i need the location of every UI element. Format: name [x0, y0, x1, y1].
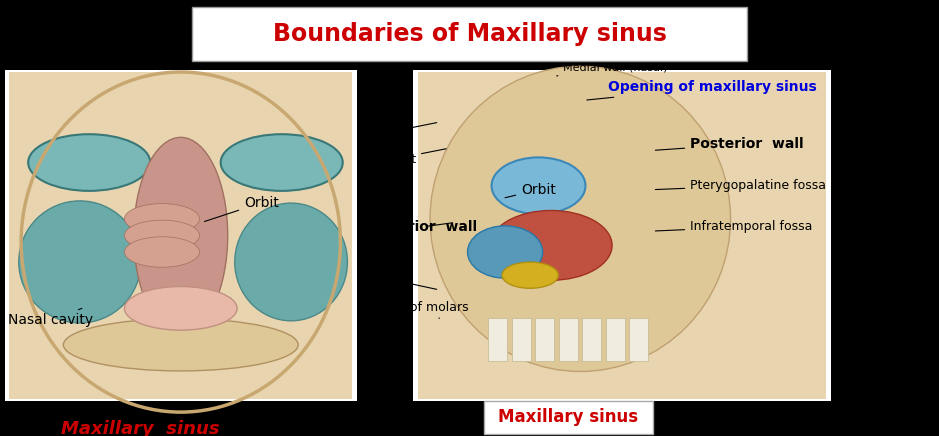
Ellipse shape	[64, 319, 299, 371]
Text: Nasal cavity: Nasal cavity	[8, 308, 93, 327]
Bar	[582, 318, 601, 361]
Ellipse shape	[125, 220, 200, 251]
Text: Maxillary sinus: Maxillary sinus	[498, 409, 639, 426]
Ellipse shape	[125, 237, 200, 267]
Ellipse shape	[235, 203, 347, 321]
Ellipse shape	[502, 262, 559, 288]
Bar	[629, 318, 648, 361]
Bar	[418, 72, 826, 399]
Ellipse shape	[124, 286, 237, 330]
Text: Medial wall (nasal): Medial wall (nasal)	[557, 63, 668, 76]
Text: Pterygopalatine fossa: Pterygopalatine fossa	[655, 179, 826, 192]
Text: Floor: Floor	[371, 272, 437, 290]
Ellipse shape	[125, 204, 200, 234]
Text: Boundaries of Maxillary sinus: Boundaries of Maxillary sinus	[272, 22, 667, 46]
Bar	[413, 70, 831, 401]
FancyBboxPatch shape	[192, 7, 747, 61]
Ellipse shape	[430, 66, 731, 371]
Text: Roots of molars: Roots of molars	[371, 301, 469, 318]
Bar	[606, 318, 624, 361]
Text: Roof: Roof	[371, 123, 437, 140]
Bar	[535, 318, 554, 361]
Ellipse shape	[19, 201, 141, 323]
Text: of orbit: of orbit	[371, 149, 446, 166]
FancyBboxPatch shape	[484, 401, 653, 434]
Ellipse shape	[134, 137, 227, 334]
Text: Orbit: Orbit	[505, 183, 556, 198]
Ellipse shape	[221, 134, 343, 191]
Text: Opening of maxillary sinus: Opening of maxillary sinus	[587, 80, 817, 100]
Bar	[5, 70, 357, 401]
Text: Maxillary  sinus: Maxillary sinus	[61, 420, 220, 436]
Bar	[512, 318, 531, 361]
Text: Posterior  wall: Posterior wall	[655, 137, 804, 151]
Ellipse shape	[468, 226, 543, 278]
Bar	[9, 72, 352, 399]
Text: Infratemporal fossa: Infratemporal fossa	[655, 220, 812, 233]
Ellipse shape	[492, 157, 586, 214]
Ellipse shape	[490, 211, 612, 280]
Text: Anterior  wall: Anterior wall	[371, 220, 477, 234]
Ellipse shape	[28, 134, 150, 191]
Bar	[488, 318, 507, 361]
Text: Orbit: Orbit	[205, 196, 279, 221]
Bar	[559, 318, 577, 361]
